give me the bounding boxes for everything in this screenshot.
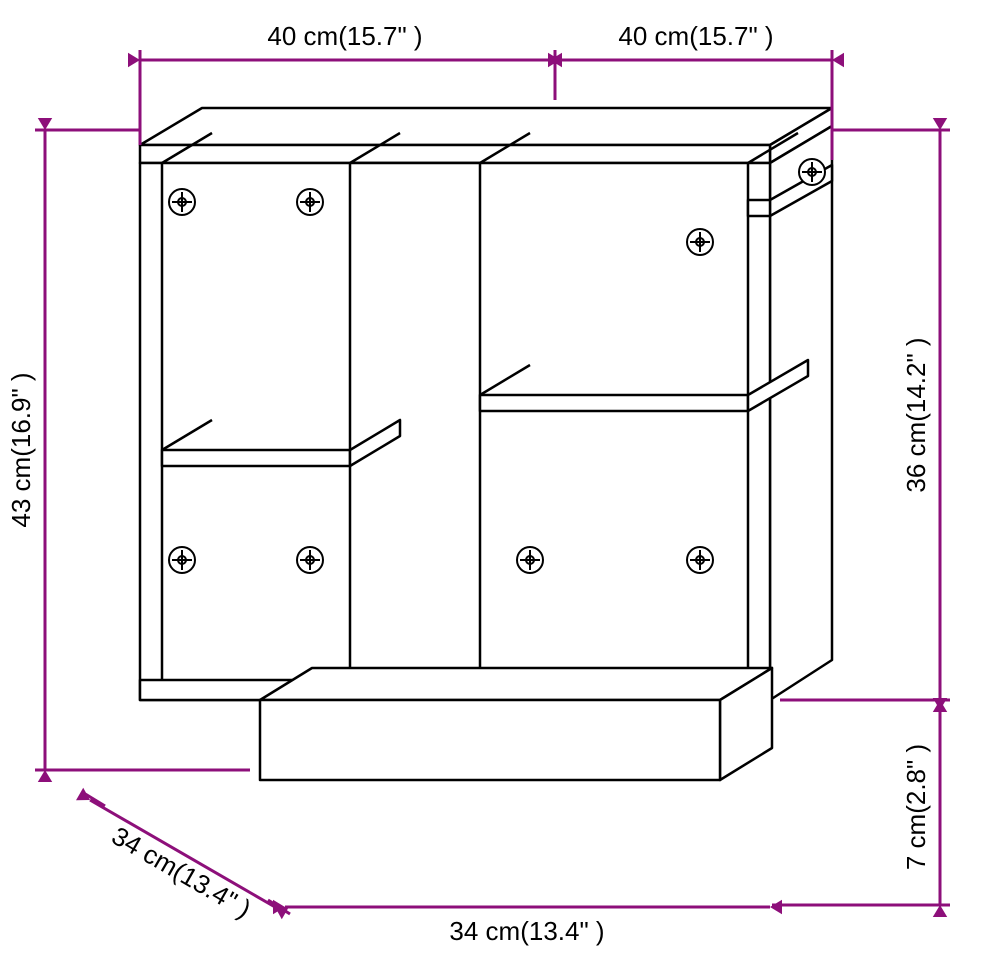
screw-icon [169, 547, 195, 573]
furniture-face [350, 163, 480, 700]
screw-icon [799, 159, 825, 185]
dimension-label: 34 cm(13.4" ) [449, 916, 604, 946]
furniture-face [162, 450, 350, 466]
dimension-label: 40 cm(15.7" ) [267, 21, 422, 51]
furniture-face [260, 700, 720, 780]
screw-icon [687, 547, 713, 573]
furniture-face [480, 395, 748, 411]
furniture-face [140, 145, 770, 163]
dimension-label: 43 cm(16.9" ) [6, 372, 36, 527]
screw-icon [687, 229, 713, 255]
dimension-label: 40 cm(15.7" ) [618, 21, 773, 51]
screw-icon [169, 189, 195, 215]
dimension-label: 36 cm(14.2" ) [901, 337, 931, 492]
furniture-face [140, 108, 832, 145]
screw-icon [297, 189, 323, 215]
furniture-face [748, 200, 770, 216]
dimension-label: 7 cm(2.8" ) [901, 744, 931, 870]
screw-icon [517, 547, 543, 573]
screw-icon [297, 547, 323, 573]
furniture-face [260, 668, 772, 700]
